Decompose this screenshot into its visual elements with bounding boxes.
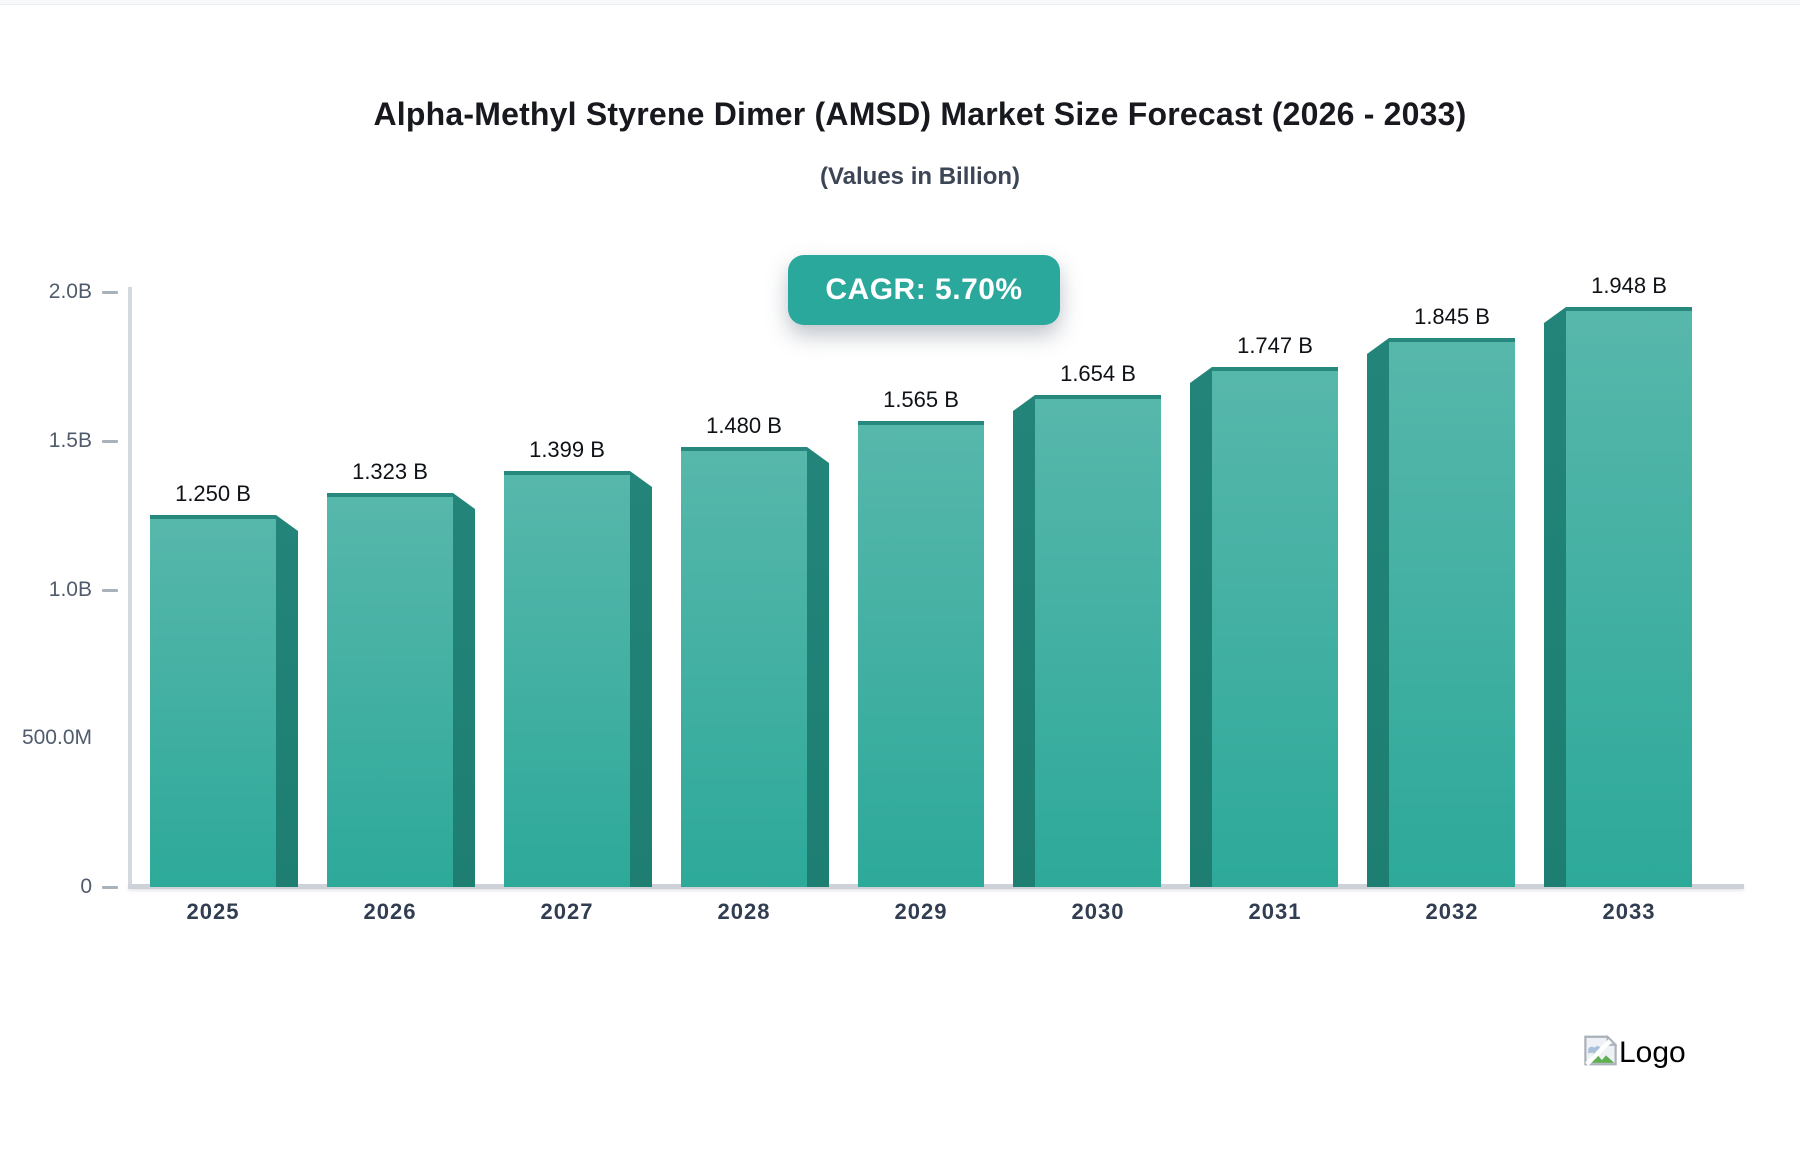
bar-face <box>1035 395 1161 887</box>
bar-value-label: 1.480 B <box>706 413 782 438</box>
y-axis-line <box>128 287 132 887</box>
bar-2028[interactable] <box>681 447 829 887</box>
bar-face <box>681 447 807 887</box>
x-axis-label: 2029 <box>894 899 948 924</box>
bar-side <box>1544 307 1566 887</box>
y-axis-label: 0 <box>80 875 92 898</box>
bar-side <box>1013 395 1035 887</box>
y-axis-tick <box>102 588 118 592</box>
x-axis-label: 2033 <box>1602 899 1656 924</box>
bar-2030[interactable] <box>1013 395 1161 887</box>
x-axis-label: 2026 <box>363 899 417 924</box>
bar-2032[interactable] <box>1367 338 1515 887</box>
bar-2031[interactable] <box>1190 367 1338 887</box>
y-axis-tick <box>102 886 118 889</box>
bar-face <box>1566 307 1692 887</box>
page-subtitle: (Values in Billion) <box>819 163 1021 190</box>
y-axis-label: 500.0M <box>21 726 92 750</box>
bar-value-label: 1.654 B <box>1060 361 1136 386</box>
x-axis-label: 2030 <box>1071 899 1125 924</box>
bar-2033[interactable] <box>1544 307 1692 887</box>
bar-2027[interactable] <box>504 471 652 887</box>
bar-side <box>630 471 652 887</box>
x-axis-label: 2027 <box>540 899 594 924</box>
y-axis-label: 1.5B <box>48 428 92 452</box>
bar-value-label: 1.565 B <box>883 387 959 412</box>
x-axis-label: 2031 <box>1248 899 1302 924</box>
bar-face <box>858 421 984 887</box>
bar-2026[interactable] <box>327 493 475 887</box>
bar-side <box>453 493 475 887</box>
bar-side <box>1367 338 1389 887</box>
logo: Logo <box>1584 1034 1686 1070</box>
y-axis-label: 2.0B <box>48 280 92 303</box>
bar-value-label: 1.399 B <box>529 437 605 462</box>
bar-side <box>276 515 298 887</box>
cagr-badge: CAGR: 5.70% <box>788 255 1060 325</box>
bar-value-label: 1.948 B <box>1591 273 1667 298</box>
bar-2025[interactable] <box>150 515 298 887</box>
bar-face <box>1212 367 1338 887</box>
x-axis-label: 2032 <box>1425 899 1479 924</box>
bar-face <box>504 471 630 887</box>
x-axis-label: 2025 <box>186 899 240 924</box>
bar-2029[interactable] <box>858 421 984 887</box>
bar-side <box>1190 367 1212 887</box>
y-axis-tick <box>102 439 118 443</box>
logo-text: Logo <box>1619 1036 1686 1069</box>
y-axis-label: 1.0B <box>48 577 92 601</box>
y-axis-tick <box>102 291 118 294</box>
bar-side <box>807 447 829 887</box>
x-axis-label: 2028 <box>717 899 771 924</box>
bar-value-label: 1.747 B <box>1237 333 1313 358</box>
bar-value-label: 1.250 B <box>175 481 251 506</box>
bar-face <box>150 515 276 887</box>
top-strip <box>0 0 1800 5</box>
bar-value-label: 1.323 B <box>352 459 428 484</box>
page-title: Alpha-Methyl Styrene Dimer (AMSD) Market… <box>373 96 1467 132</box>
bar-face <box>327 493 453 887</box>
bar-value-label: 1.845 B <box>1414 304 1490 329</box>
broken-image-icon <box>1584 1034 1617 1066</box>
bar-face <box>1389 338 1515 887</box>
